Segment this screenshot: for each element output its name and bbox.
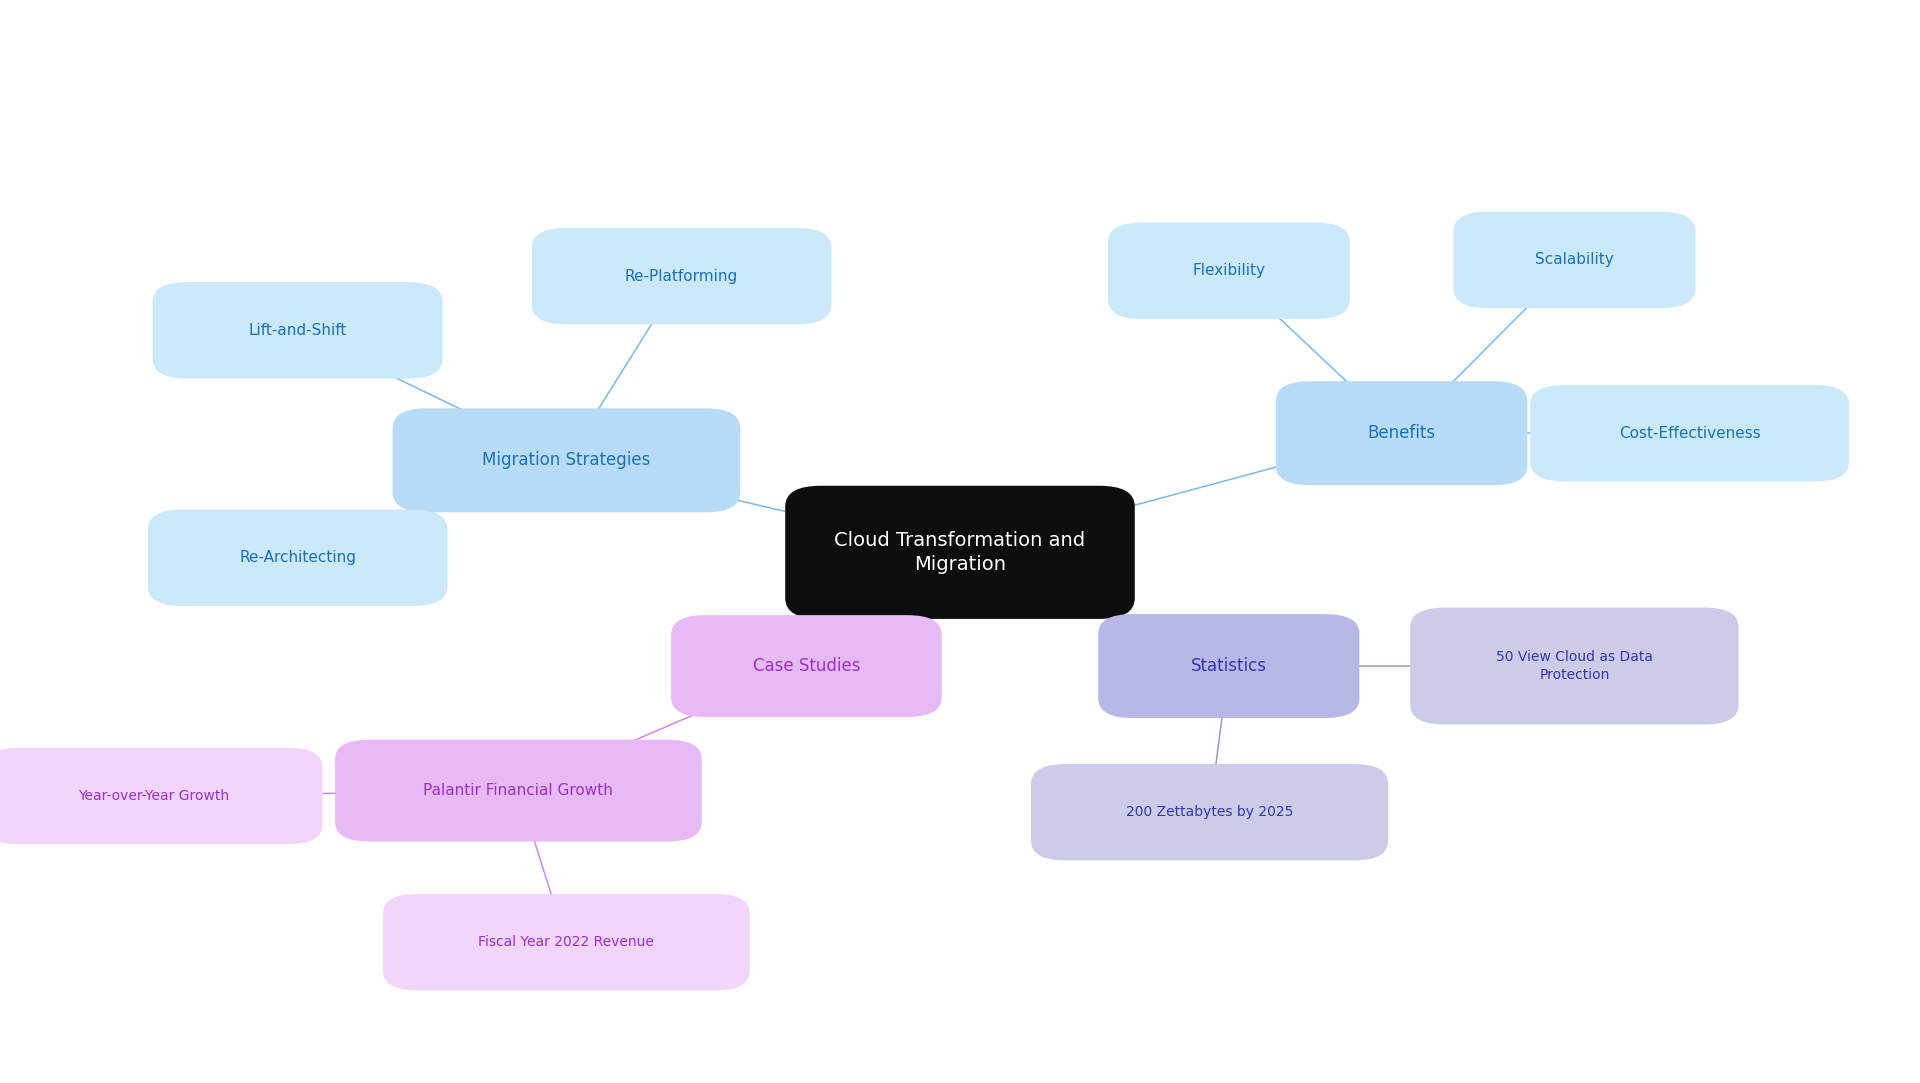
Text: Re-Platforming: Re-Platforming bbox=[626, 269, 737, 284]
Text: Year-over-Year Growth: Year-over-Year Growth bbox=[79, 790, 228, 803]
FancyBboxPatch shape bbox=[0, 748, 323, 845]
Text: Case Studies: Case Studies bbox=[753, 657, 860, 675]
Text: Flexibility: Flexibility bbox=[1192, 263, 1265, 278]
FancyBboxPatch shape bbox=[787, 487, 1133, 617]
FancyBboxPatch shape bbox=[1098, 614, 1359, 718]
FancyBboxPatch shape bbox=[392, 408, 739, 512]
FancyBboxPatch shape bbox=[1530, 386, 1849, 481]
FancyBboxPatch shape bbox=[336, 740, 703, 841]
FancyBboxPatch shape bbox=[532, 229, 831, 325]
FancyBboxPatch shape bbox=[1031, 765, 1388, 860]
FancyBboxPatch shape bbox=[154, 283, 442, 379]
FancyBboxPatch shape bbox=[1453, 212, 1695, 308]
FancyBboxPatch shape bbox=[1409, 608, 1740, 725]
Text: Lift-and-Shift: Lift-and-Shift bbox=[248, 323, 348, 338]
FancyBboxPatch shape bbox=[148, 510, 447, 606]
FancyBboxPatch shape bbox=[1108, 223, 1350, 318]
FancyBboxPatch shape bbox=[1275, 381, 1528, 485]
Text: Cloud Transformation and
Migration: Cloud Transformation and Migration bbox=[835, 531, 1085, 574]
Text: Cost-Effectiveness: Cost-Effectiveness bbox=[1619, 426, 1761, 441]
Text: Statistics: Statistics bbox=[1190, 657, 1267, 675]
Text: Migration Strategies: Migration Strategies bbox=[482, 452, 651, 469]
FancyBboxPatch shape bbox=[672, 615, 941, 717]
Text: 200 Zettabytes by 2025: 200 Zettabytes by 2025 bbox=[1125, 806, 1294, 819]
Text: Palantir Financial Growth: Palantir Financial Growth bbox=[424, 783, 612, 798]
FancyBboxPatch shape bbox=[382, 895, 749, 990]
Text: 50 View Cloud as Data
Protection: 50 View Cloud as Data Protection bbox=[1496, 651, 1653, 681]
Text: Fiscal Year 2022 Revenue: Fiscal Year 2022 Revenue bbox=[478, 936, 655, 949]
Text: Re-Architecting: Re-Architecting bbox=[240, 550, 355, 565]
Text: Benefits: Benefits bbox=[1367, 425, 1436, 442]
Text: Scalability: Scalability bbox=[1534, 252, 1615, 268]
